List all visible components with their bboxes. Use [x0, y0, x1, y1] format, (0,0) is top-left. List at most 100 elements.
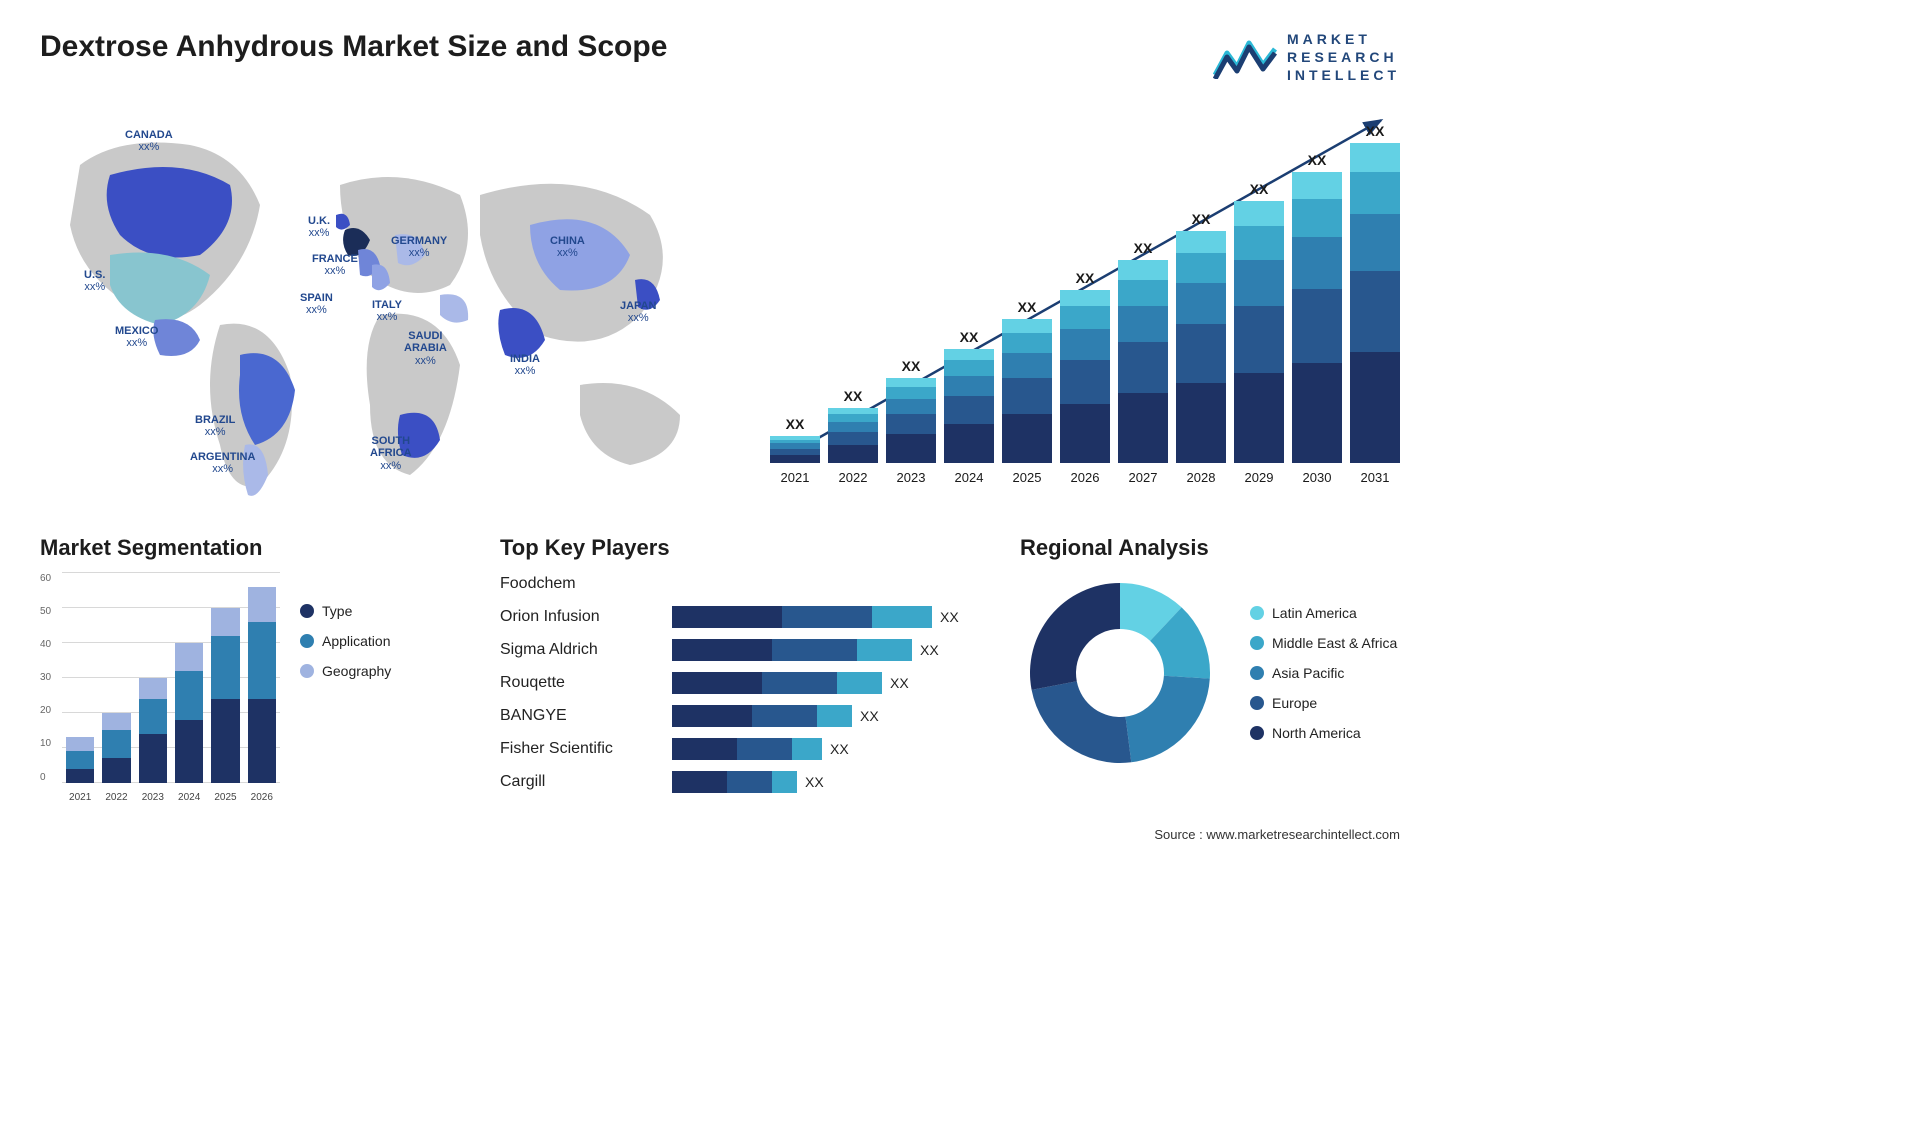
seg-bar: [211, 608, 239, 783]
player-bar-row: XX: [672, 738, 980, 760]
seg-bar-segment: [248, 622, 276, 699]
growth-year-label: 2025: [1002, 470, 1052, 485]
growth-bar-segment: [886, 399, 936, 414]
growth-bar-segment: [1002, 333, 1052, 352]
growth-bar-segment: [886, 414, 936, 434]
growth-bar-segment: [1350, 214, 1400, 270]
growth-bar-label: XX: [960, 329, 979, 345]
growth-year-label: 2028: [1176, 470, 1226, 485]
players-bars: XXXXXXXXXXXX: [672, 573, 980, 793]
growth-bar-segment: [1350, 172, 1400, 214]
regional-panel: Regional Analysis Latin AmericaMiddle Ea…: [1020, 535, 1400, 803]
seg-year-label: 2025: [211, 792, 239, 803]
player-name: Foodchem: [500, 573, 660, 595]
map-label: SOUTHAFRICAxx%: [370, 435, 412, 473]
map-label: ARGENTINAxx%: [190, 451, 255, 476]
growth-year-label: 2031: [1350, 470, 1400, 485]
growth-bar: XX: [770, 416, 820, 463]
regional-legend: Latin America Middle East & Africa Asia Pa…: [1250, 605, 1397, 741]
growth-bar-label: XX: [1192, 211, 1211, 227]
growth-bar-segment: [1292, 199, 1342, 237]
seg-bar: [139, 678, 167, 783]
map-label: SPAINxx%: [300, 292, 333, 317]
seg-bar: [175, 643, 203, 783]
player-bar-segment: [727, 771, 772, 793]
legend-dot-icon: [300, 604, 314, 618]
player-bar-segment: [872, 606, 932, 628]
seg-bar-segment: [102, 713, 130, 731]
seg-bar-segment: [66, 769, 94, 783]
growth-bar-segment: [944, 360, 994, 375]
legend-item: Latin America: [1250, 605, 1397, 621]
legend-dot-icon: [1250, 606, 1264, 620]
growth-bar-stack: [1118, 260, 1168, 462]
growth-bar-stack: [1002, 319, 1052, 462]
growth-bar: XX: [1350, 123, 1400, 463]
donut-slice: [1126, 675, 1210, 762]
growth-bar: XX: [1234, 181, 1284, 462]
player-bar-value: XX: [890, 675, 909, 691]
growth-bar-segment: [886, 378, 936, 387]
growth-bar-segment: [1234, 226, 1284, 261]
seg-bar-segment: [211, 608, 239, 636]
growth-bar-label: XX: [1366, 123, 1385, 139]
legend-item: North America: [1250, 725, 1397, 741]
map-label: GERMANYxx%: [391, 235, 447, 260]
growth-bar-label: XX: [1018, 299, 1037, 315]
growth-bar-label: XX: [1076, 270, 1095, 286]
player-bar-segment: [772, 771, 797, 793]
seg-bar-segment: [175, 643, 203, 671]
seg-bar-segment: [175, 671, 203, 720]
map-label: JAPANxx%: [620, 300, 656, 325]
player-bar-segment: [672, 672, 762, 694]
player-bar-segment: [672, 705, 752, 727]
map-label: U.S.xx%: [84, 269, 105, 294]
legend-item: Asia Pacific: [1250, 665, 1397, 681]
seg-bar-segment: [211, 636, 239, 699]
logo-line3: INTELLECT: [1287, 66, 1400, 84]
seg-bar: [248, 587, 276, 783]
growth-bar-stack: [828, 408, 878, 463]
growth-bar-stack: [1234, 201, 1284, 462]
growth-bar-stack: [944, 349, 994, 463]
players-panel: Top Key Players FoodchemOrion InfusionSi…: [500, 535, 980, 803]
growth-bar-segment: [1292, 363, 1342, 463]
growth-year-label: 2027: [1118, 470, 1168, 485]
player-name: Cargill: [500, 771, 660, 793]
growth-bar-label: XX: [1308, 152, 1327, 168]
growth-bar-segment: [1176, 324, 1226, 383]
segmentation-title: Market Segmentation: [40, 535, 460, 561]
player-bar-segment: [817, 705, 852, 727]
legend-item: Middle East & Africa: [1250, 635, 1397, 651]
players-names: FoodchemOrion InfusionSigma AldrichRouqe…: [500, 573, 660, 793]
seg-y-tick: 10: [40, 738, 62, 749]
seg-bar-segment: [102, 758, 130, 783]
seg-year-label: 2024: [175, 792, 203, 803]
growth-bar: XX: [944, 329, 994, 463]
growth-bar-segment: [1176, 231, 1226, 253]
legend-label: Middle East & Africa: [1272, 635, 1397, 651]
legend-dot-icon: [1250, 726, 1264, 740]
map-label: INDIAxx%: [510, 353, 540, 378]
legend-label: Europe: [1272, 695, 1317, 711]
map-label: MEXICOxx%: [115, 325, 158, 350]
growth-bar: XX: [1060, 270, 1110, 463]
growth-year-label: 2021: [770, 470, 820, 485]
growth-bar-segment: [1118, 342, 1168, 393]
growth-year-label: 2029: [1234, 470, 1284, 485]
growth-bar-stack: [1060, 290, 1110, 463]
player-bar-value: XX: [920, 642, 939, 658]
map-label: ITALYxx%: [372, 299, 402, 324]
logo-text: MARKET RESEARCH INTELLECT: [1287, 30, 1400, 85]
growth-bar-segment: [1176, 383, 1226, 462]
legend-item: Europe: [1250, 695, 1397, 711]
player-bar-segment: [857, 639, 912, 661]
growth-bar-segment: [944, 349, 994, 361]
growth-bar-segment: [1118, 306, 1168, 342]
growth-bar-segment: [944, 424, 994, 462]
source-text: Source : www.marketresearchintellect.com: [40, 827, 1400, 842]
growth-bar-segment: [1118, 280, 1168, 307]
player-bar-segment: [782, 606, 872, 628]
growth-bar-segment: [886, 434, 936, 462]
seg-bar: [102, 713, 130, 783]
